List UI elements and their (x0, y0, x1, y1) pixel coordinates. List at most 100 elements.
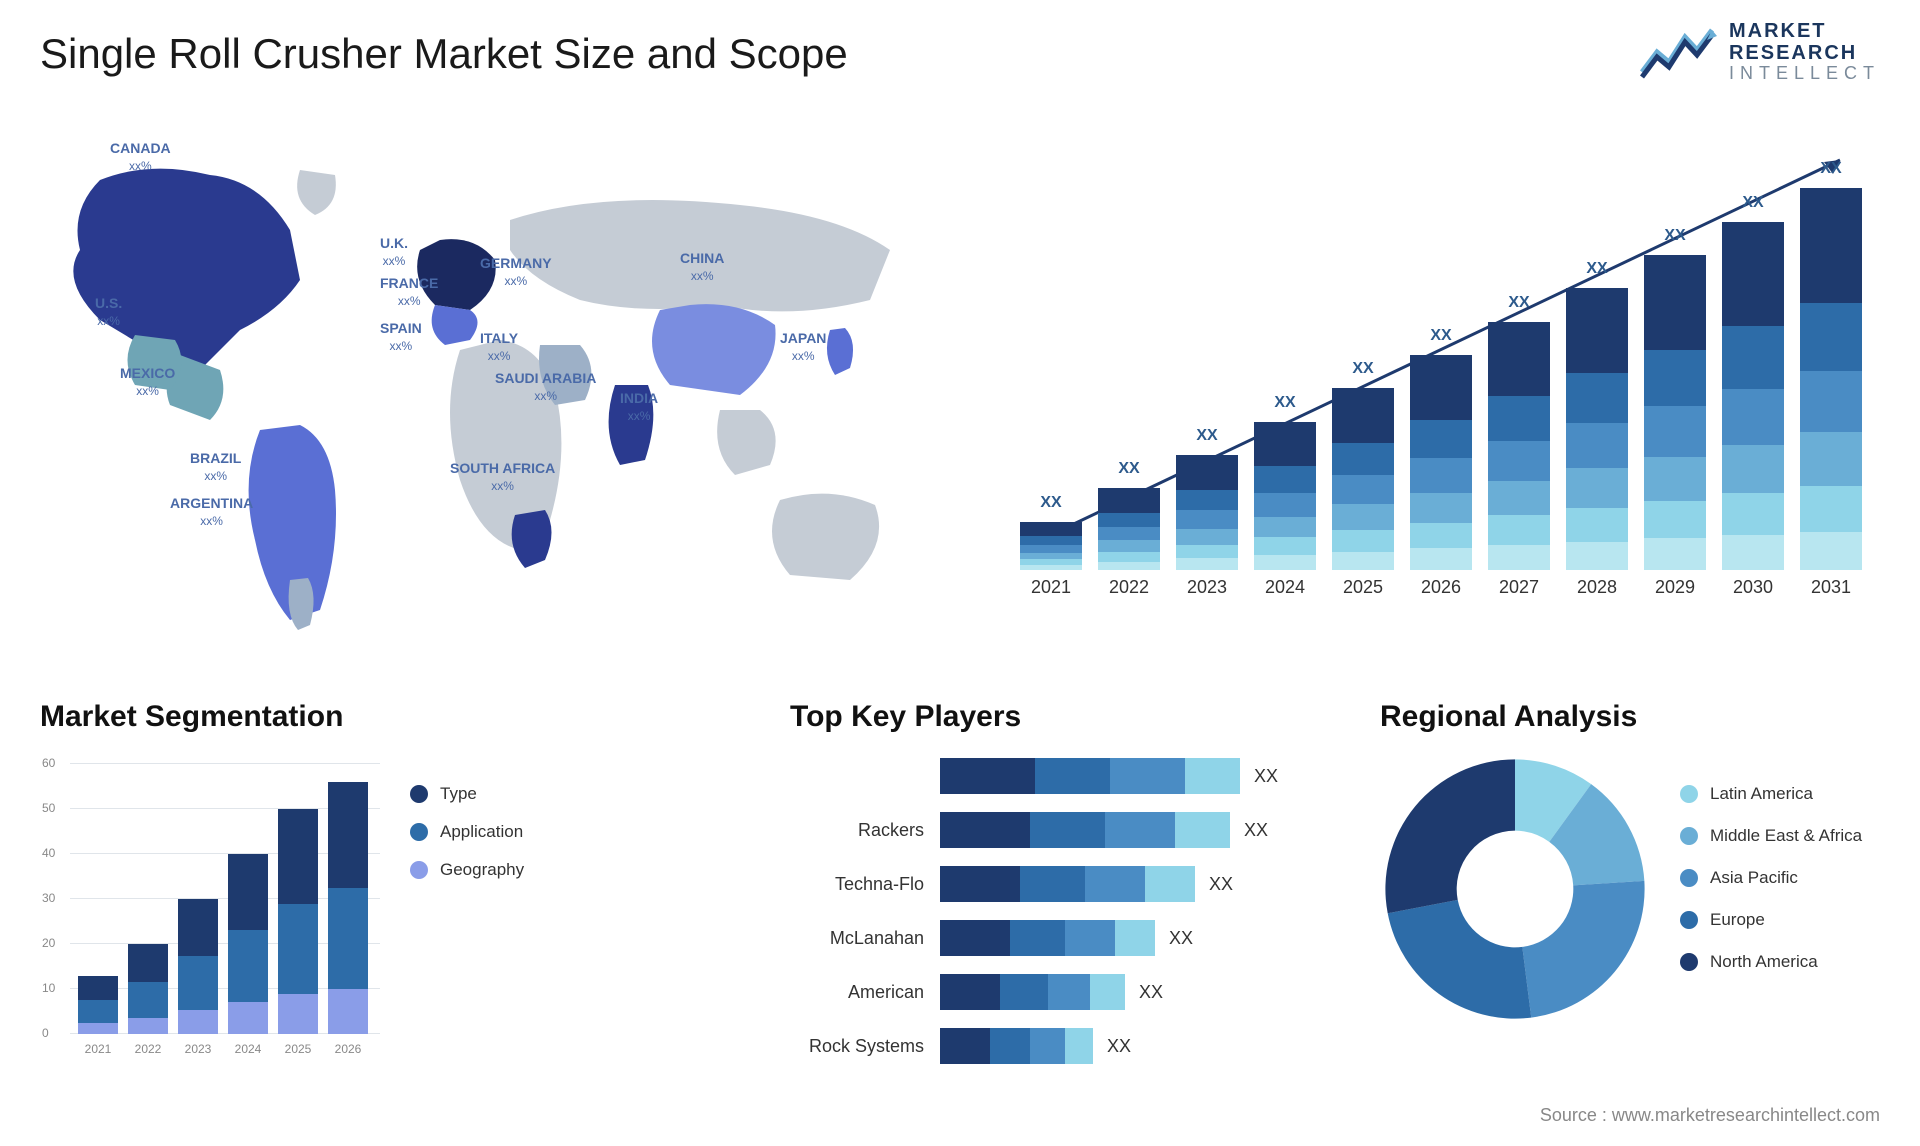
player-value: XX (1209, 874, 1233, 895)
player-bar (940, 920, 1155, 956)
legend-item: Geography (410, 860, 524, 880)
forecast-bar: XX2029 (1644, 255, 1706, 570)
map-label: JAPANxx% (780, 330, 826, 364)
forecast-year-label: 2024 (1254, 577, 1316, 598)
player-name: Rock Systems (790, 1036, 940, 1057)
map-label: INDIAxx% (620, 390, 658, 424)
forecast-bar-label: XX (1410, 327, 1472, 345)
segmentation-section: Market Segmentation 01020304050602021202… (40, 700, 600, 1064)
forecast-bar-label: XX (1800, 160, 1862, 178)
y-axis-tick: 30 (42, 891, 55, 905)
y-axis-tick: 20 (42, 936, 55, 950)
player-value: XX (1139, 982, 1163, 1003)
donut-segment (1385, 759, 1515, 913)
map-label: U.S.xx% (95, 295, 122, 329)
forecast-bar-label: XX (1098, 460, 1160, 478)
legend-item: Asia Pacific (1680, 868, 1862, 888)
forecast-bar-label: XX (1644, 227, 1706, 245)
map-label: BRAZILxx% (190, 450, 241, 484)
player-row: Rock Systems XX (790, 1024, 1330, 1068)
players-section: Top Key Players XXRackersXXTechna-FloXXM… (790, 700, 1330, 1064)
forecast-bar: XX2021 (1020, 522, 1082, 570)
player-row: Rackers XX (790, 808, 1330, 852)
segmentation-bar: 2025 (278, 809, 318, 1034)
segmentation-title: Market Segmentation (40, 700, 600, 734)
segmentation-bar: 2026 (328, 782, 368, 1034)
segmentation-bar: 2023 (178, 899, 218, 1034)
map-label: MEXICOxx% (120, 365, 175, 399)
forecast-bar: XX2024 (1254, 422, 1316, 570)
regional-legend: Latin America Middle East & Africa Asia Pa… (1680, 784, 1862, 994)
y-axis-tick: 40 (42, 846, 55, 860)
player-bar (940, 866, 1195, 902)
forecast-bar: XX2026 (1410, 355, 1472, 570)
forecast-bar-label: XX (1176, 427, 1238, 445)
player-bar (940, 1028, 1093, 1064)
player-row: American XX (790, 970, 1330, 1014)
forecast-year-label: 2028 (1566, 577, 1628, 598)
legend-item: Application (410, 822, 524, 842)
legend-item: Latin America (1680, 784, 1862, 804)
segmentation-year-label: 2021 (78, 1042, 118, 1056)
player-value: XX (1244, 820, 1268, 841)
regional-title: Regional Analysis (1380, 700, 1880, 734)
forecast-bar: XX2025 (1332, 388, 1394, 570)
forecast-year-label: 2023 (1176, 577, 1238, 598)
forecast-year-label: 2029 (1644, 577, 1706, 598)
player-value: XX (1169, 928, 1193, 949)
map-label: ITALYxx% (480, 330, 518, 364)
logo-text-2: RESEARCH (1729, 42, 1880, 64)
segmentation-year-label: 2024 (228, 1042, 268, 1056)
forecast-chart: XX2021XX2022XX2023XX2024XX2025XX2026XX20… (1010, 130, 1880, 630)
segmentation-year-label: 2022 (128, 1042, 168, 1056)
player-row: XX (790, 754, 1330, 798)
world-map: CANADAxx%U.S.xx%MEXICOxx%BRAZILxx%ARGENT… (40, 120, 940, 640)
player-name: Rackers (790, 820, 940, 841)
player-row: Techna-Flo XX (790, 862, 1330, 906)
forecast-bar: XX2028 (1566, 288, 1628, 570)
forecast-year-label: 2031 (1800, 577, 1862, 598)
map-label: U.K.xx% (380, 235, 408, 269)
player-name: Techna-Flo (790, 874, 940, 895)
forecast-bar-label: XX (1488, 294, 1550, 312)
forecast-year-label: 2027 (1488, 577, 1550, 598)
map-label: GERMANYxx% (480, 255, 552, 289)
donut-chart (1380, 754, 1650, 1024)
legend-item: Europe (1680, 910, 1862, 930)
forecast-year-label: 2021 (1020, 577, 1082, 598)
y-axis-tick: 10 (42, 981, 55, 995)
page-title: Single Roll Crusher Market Size and Scop… (40, 30, 848, 78)
player-value: XX (1107, 1036, 1131, 1057)
forecast-bar-label: XX (1722, 194, 1784, 212)
map-label: SPAINxx% (380, 320, 422, 354)
forecast-bar: XX2031 (1800, 188, 1862, 570)
player-value: XX (1254, 766, 1278, 787)
segmentation-bar: 2024 (228, 854, 268, 1034)
y-axis-tick: 50 (42, 801, 55, 815)
forecast-year-label: 2026 (1410, 577, 1472, 598)
regional-section: Regional Analysis Latin America Middle Ea… (1380, 700, 1880, 1024)
segmentation-legend: Type Application Geography (410, 784, 524, 898)
logo-text-3: INTELLECT (1729, 64, 1880, 84)
source-text: Source : www.marketresearchintellect.com (1540, 1105, 1880, 1126)
map-label: SOUTH AFRICAxx% (450, 460, 555, 494)
map-label: FRANCExx% (380, 275, 438, 309)
logo-icon (1637, 22, 1717, 82)
segmentation-bar: 2022 (128, 944, 168, 1034)
donut-segment (1388, 900, 1532, 1019)
segmentation-bar: 2021 (78, 976, 118, 1035)
forecast-bar: XX2022 (1098, 488, 1160, 570)
segmentation-year-label: 2023 (178, 1042, 218, 1056)
player-row: McLanahanXX (790, 916, 1330, 960)
map-label: CHINAxx% (680, 250, 724, 284)
forecast-bar-label: XX (1254, 394, 1316, 412)
forecast-year-label: 2030 (1722, 577, 1784, 598)
forecast-bar-label: XX (1566, 260, 1628, 278)
forecast-bar-label: XX (1020, 494, 1082, 512)
map-label: ARGENTINAxx% (170, 495, 253, 529)
legend-item: Type (410, 784, 524, 804)
forecast-year-label: 2025 (1332, 577, 1394, 598)
legend-item: Middle East & Africa (1680, 826, 1862, 846)
player-name: American (790, 982, 940, 1003)
forecast-bar-label: XX (1332, 360, 1394, 378)
